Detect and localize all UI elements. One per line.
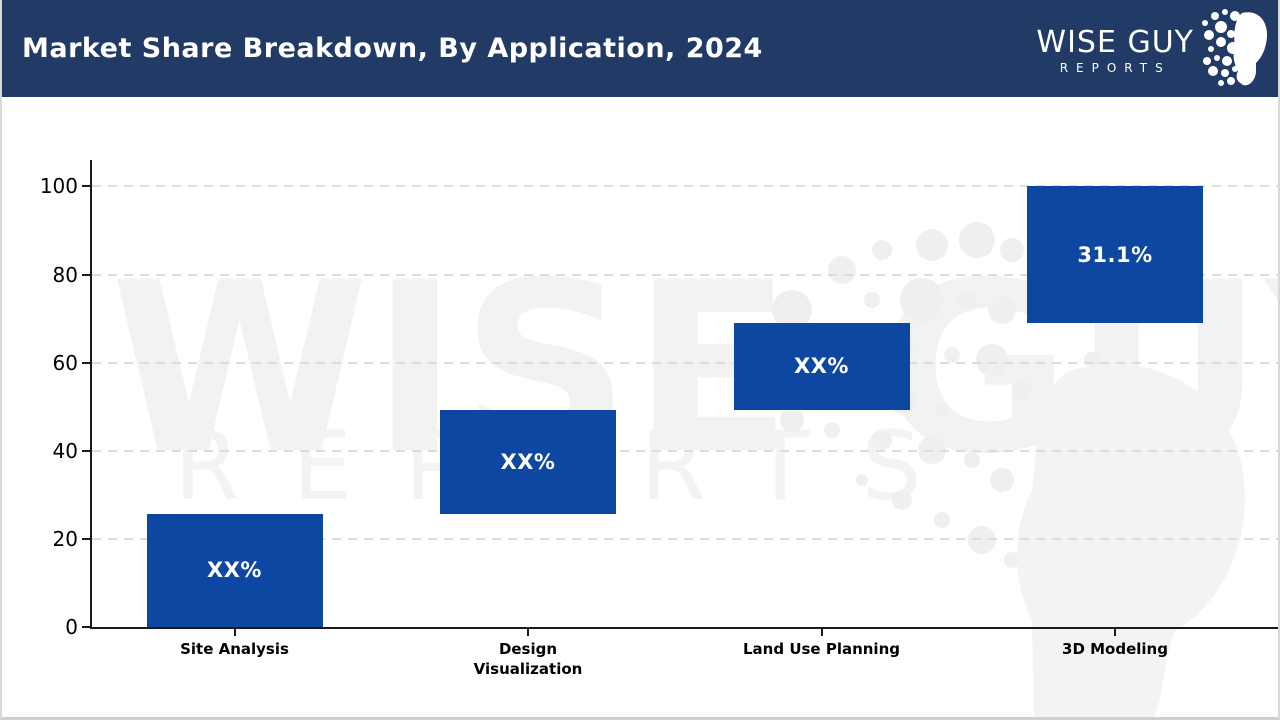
- gridline: [92, 361, 1278, 364]
- y-axis-tick-label: 0: [65, 615, 78, 639]
- y-axis-tick: [82, 537, 90, 540]
- plot-area: 0 20 40 60 80 100 XX% Site Analysis XX% Design Vi…: [40, 160, 1278, 678]
- y-axis-tick: [82, 273, 90, 276]
- bar-segment: XX%: [146, 513, 323, 627]
- bar-value-label: XX%: [794, 354, 849, 379]
- logo-text: WISE GUY REPORTS: [1036, 26, 1194, 75]
- y-axis-tick-label: 100: [39, 174, 78, 199]
- gridline: [92, 273, 1278, 276]
- y-axis-tick-label: 20: [52, 526, 78, 551]
- x-axis-tick: [527, 629, 529, 636]
- bar-segment: XX%: [440, 409, 616, 514]
- bar-segment: 31.1%: [1027, 186, 1203, 324]
- x-axis-category-label: Land Use Planning: [743, 640, 900, 658]
- header-band: Market Share Breakdown, By Application, …: [2, 0, 1278, 97]
- gridline: [92, 449, 1278, 452]
- logo-face-dots-icon: [1202, 9, 1268, 86]
- bar-value-label: XX%: [500, 449, 556, 474]
- page-title: Market Share Breakdown, By Application, …: [22, 33, 763, 64]
- y-axis-tick: [82, 361, 90, 364]
- x-axis-category-label: Design Visualization: [473, 640, 583, 679]
- y-axis-tick-label: 60: [52, 350, 78, 375]
- y-axis-tick-label: 80: [52, 262, 78, 287]
- x-axis-category-label: 3D Modeling: [1062, 640, 1168, 658]
- gridline: [92, 185, 1278, 188]
- gridline: [92, 537, 1278, 540]
- x-axis-tick: [1114, 629, 1116, 636]
- logo-wordmark: WISE GUY: [1036, 24, 1194, 60]
- x-axis-category-label: Site Analysis: [180, 640, 289, 658]
- y-axis-tick: [82, 449, 90, 452]
- wise-guy-logo: WISE GUY REPORTS: [1036, 6, 1270, 94]
- bar-value-label: 31.1%: [1077, 242, 1153, 267]
- x-axis-tick: [820, 629, 823, 636]
- y-axis-tick: [82, 626, 90, 628]
- bar-segment: XX%: [733, 322, 910, 410]
- x-axis-tick: [233, 629, 236, 636]
- logo-subtitle: REPORTS: [1059, 60, 1171, 75]
- bar-value-label: XX%: [207, 558, 262, 583]
- y-axis-tick: [82, 185, 90, 188]
- y-axis-tick-label: 40: [52, 438, 78, 463]
